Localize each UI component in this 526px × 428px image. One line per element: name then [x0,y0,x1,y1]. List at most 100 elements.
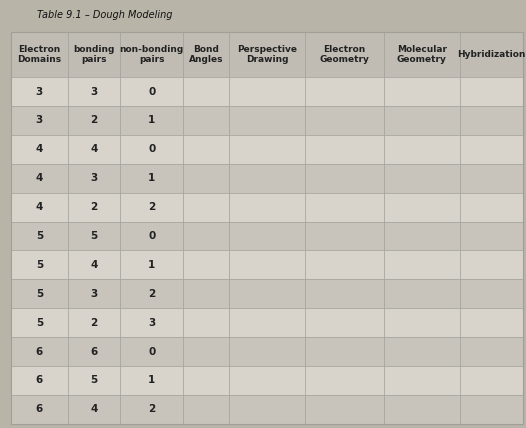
Bar [184,366,229,395]
Text: 5: 5 [90,231,98,241]
Text: Perspective
Drawing: Perspective Drawing [237,45,297,64]
Bar [184,164,229,193]
Text: 5: 5 [36,318,43,327]
Bar [184,32,229,77]
Text: 1: 1 [148,260,155,270]
Text: 3: 3 [36,116,43,125]
Text: 3: 3 [90,173,98,183]
Bar [460,32,523,77]
Bar [11,395,68,424]
Bar [384,279,460,308]
Bar [229,308,305,337]
Bar [120,279,184,308]
Bar [11,77,68,106]
Bar [305,135,384,164]
Bar [184,279,229,308]
Bar [460,337,523,366]
Text: 2: 2 [90,318,98,327]
Bar [120,250,184,279]
Text: 6: 6 [36,404,43,414]
Bar [229,279,305,308]
Bar [460,106,523,135]
Bar [11,279,68,308]
Text: 3: 3 [90,289,98,299]
Bar [184,337,229,366]
Bar [68,32,120,77]
Bar [11,135,68,164]
Text: 5: 5 [36,260,43,270]
Bar [68,395,120,424]
Bar [229,193,305,222]
Text: 2: 2 [148,289,155,299]
Text: 6: 6 [90,347,98,357]
Bar [229,77,305,106]
Bar [120,164,184,193]
Bar [184,308,229,337]
Bar [305,250,384,279]
Bar [384,135,460,164]
Bar [384,164,460,193]
Bar [460,222,523,250]
Bar [184,77,229,106]
Text: Electron
Domains: Electron Domains [17,45,62,64]
Bar [460,193,523,222]
Bar [384,222,460,250]
Text: 1: 1 [148,375,155,385]
Bar [460,308,523,337]
Bar [460,77,523,106]
Bar [305,337,384,366]
Bar [11,222,68,250]
Bar [68,164,120,193]
Bar [384,250,460,279]
Text: 6: 6 [36,375,43,385]
Bar [460,279,523,308]
Text: 1: 1 [148,173,155,183]
Text: 2: 2 [90,202,98,212]
Bar [305,32,384,77]
Text: 2: 2 [148,202,155,212]
Bar [120,222,184,250]
Bar [120,337,184,366]
Text: Electron
Geometry: Electron Geometry [319,45,369,64]
Text: Table 9.1 – Dough Modeling: Table 9.1 – Dough Modeling [37,10,173,20]
Bar [120,395,184,424]
Bar [68,279,120,308]
Bar [305,279,384,308]
Text: 0: 0 [148,231,155,241]
Bar [305,164,384,193]
Bar [384,77,460,106]
Text: 4: 4 [36,173,43,183]
Bar [460,395,523,424]
Bar [305,193,384,222]
Bar [184,250,229,279]
Bar [11,164,68,193]
Bar [384,32,460,77]
Bar [384,308,460,337]
Text: Hybridization: Hybridization [457,50,525,59]
Bar [184,222,229,250]
Bar [120,308,184,337]
Bar [384,193,460,222]
Bar [229,250,305,279]
Bar [11,308,68,337]
Bar [305,308,384,337]
Bar [68,337,120,366]
Bar [184,135,229,164]
Bar [305,222,384,250]
Bar [460,250,523,279]
Bar [229,337,305,366]
Bar [460,164,523,193]
Text: 4: 4 [90,260,98,270]
Bar [120,106,184,135]
Text: 2: 2 [148,404,155,414]
Bar [120,366,184,395]
Bar [68,250,120,279]
Text: 5: 5 [90,375,98,385]
Bar [184,193,229,222]
Bar [68,193,120,222]
Bar [11,337,68,366]
Bar [229,32,305,77]
Text: Molecular
Geometry: Molecular Geometry [397,45,447,64]
Bar [384,337,460,366]
Text: bonding
pairs: bonding pairs [73,45,115,64]
